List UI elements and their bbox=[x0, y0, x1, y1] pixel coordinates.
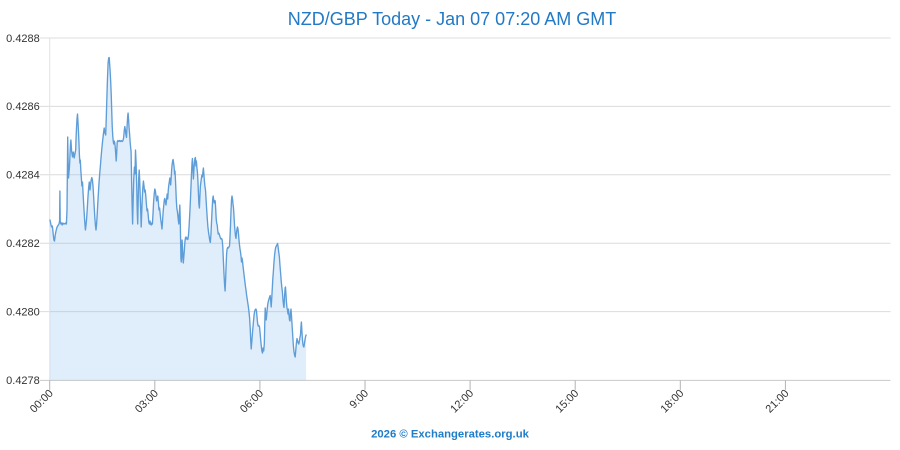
svg-text:2026 © Exchangerates.org.uk: 2026 © Exchangerates.org.uk bbox=[371, 429, 529, 441]
svg-text:12:00: 12:00 bbox=[448, 388, 476, 416]
svg-text:21:00: 21:00 bbox=[764, 388, 792, 416]
svg-text:18:00: 18:00 bbox=[658, 388, 686, 416]
svg-text:0.4286: 0.4286 bbox=[6, 101, 40, 113]
svg-text:06:00: 06:00 bbox=[238, 388, 266, 416]
svg-text:0.4280: 0.4280 bbox=[6, 306, 40, 318]
svg-text:00:00: 00:00 bbox=[28, 388, 56, 416]
svg-text:0.4278: 0.4278 bbox=[6, 375, 40, 387]
svg-text:0.4282: 0.4282 bbox=[6, 238, 40, 250]
svg-text:9:00: 9:00 bbox=[347, 388, 371, 412]
svg-text:0.4284: 0.4284 bbox=[6, 170, 40, 182]
svg-text:NZD/GBP Today - Jan 07 07:20 A: NZD/GBP Today - Jan 07 07:20 AM GMT bbox=[288, 9, 616, 29]
svg-text:0.4288: 0.4288 bbox=[6, 33, 40, 45]
svg-text:15:00: 15:00 bbox=[553, 388, 581, 416]
svg-text:03:00: 03:00 bbox=[133, 388, 161, 416]
